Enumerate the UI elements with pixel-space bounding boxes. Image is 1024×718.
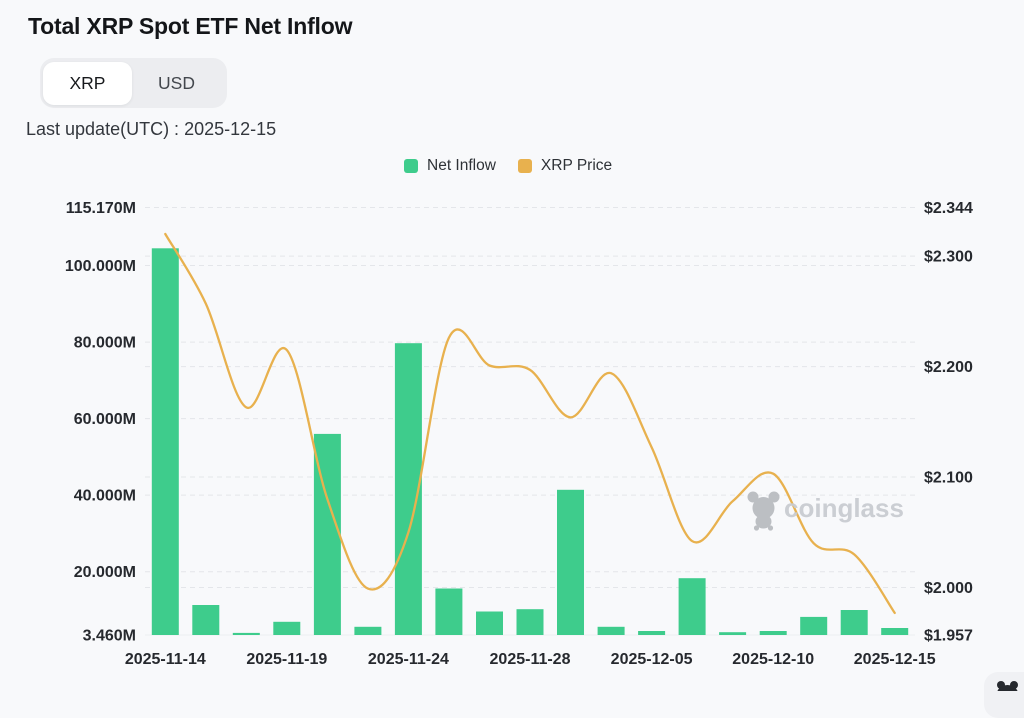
unit-toggle: XRP USD xyxy=(40,58,227,108)
x-axis-tick: 2025-12-05 xyxy=(611,651,693,668)
x-axis-tick: 2025-11-28 xyxy=(490,651,571,668)
coinglass-watermark: coinglass xyxy=(747,491,904,531)
net-inflow-bar[interactable] xyxy=(597,626,625,635)
x-axis-tick: 2025-11-19 xyxy=(246,651,327,668)
bear-peek-icon xyxy=(996,681,1019,705)
right-axis-tick: $1.957 xyxy=(924,628,973,645)
x-axis-tick: 2025-11-14 xyxy=(125,651,206,668)
legend-item-net-inflow[interactable]: Net Inflow xyxy=(404,157,496,175)
net-inflow-swatch-icon xyxy=(404,159,418,173)
last-update-label: Last update(UTC) : 2025-12-15 xyxy=(26,119,277,139)
left-axis-tick: 40.000M xyxy=(74,488,136,505)
gridlines xyxy=(145,207,915,636)
net-inflow-bar[interactable] xyxy=(638,631,666,635)
left-axis-tick: 3.460M xyxy=(83,628,136,645)
net-inflow-bar[interactable] xyxy=(354,626,382,635)
net-inflow-bar[interactable] xyxy=(151,248,179,636)
net-inflow-bar[interactable] xyxy=(232,632,260,635)
xrp-price-path xyxy=(164,232,896,615)
left-axis-tick: 60.000M xyxy=(74,411,136,428)
right-axis-tick: $2.000 xyxy=(924,580,973,597)
chart-legend: Net Inflow XRP Price xyxy=(404,157,612,175)
left-axis-tick: 100.000M xyxy=(65,258,136,275)
toggle-option-xrp[interactable]: XRP xyxy=(43,61,132,105)
right-axis-tick: $2.100 xyxy=(924,470,973,487)
net-inflow-bar[interactable] xyxy=(719,632,747,635)
x-axis-tick: 2025-12-10 xyxy=(732,651,814,668)
inflow-price-chart[interactable]: 115.170M 100.000M 80.000M 60.000M 40.000M 20.… xyxy=(0,0,1024,691)
net-inflow-bar[interactable] xyxy=(273,621,301,635)
coinglass-fab[interactable] xyxy=(984,672,1024,718)
right-axis-labels: $2.344 $2.300 $2.200 $2.100 $2.000 $1.957 xyxy=(924,200,973,645)
xrp-price-swatch-icon xyxy=(517,159,532,173)
net-inflow-bar[interactable] xyxy=(476,611,503,636)
net-inflow-bar[interactable] xyxy=(840,610,868,635)
toggle-option-usd[interactable]: USD xyxy=(132,62,221,105)
x-axis-tick: 2025-12-15 xyxy=(854,651,936,668)
legend-item-xrp-price[interactable]: XRP Price xyxy=(517,157,613,175)
net-inflow-bars xyxy=(151,248,909,636)
chart-title: Total XRP Spot ETF Net Inflow xyxy=(28,13,353,39)
x-axis-tick: 2025-11-24 xyxy=(368,651,449,668)
x-axis-labels: 2025-11-14 2025-11-19 2025-11-24 2025-11-28… xyxy=(125,651,936,668)
right-axis-tick: $2.200 xyxy=(924,359,973,376)
xrp-price-line xyxy=(164,232,896,615)
net-inflow-bar[interactable] xyxy=(557,489,584,635)
watermark-text: coinglass xyxy=(784,493,904,523)
legend-label-net-inflow: Net Inflow xyxy=(427,157,496,174)
net-inflow-bar[interactable] xyxy=(192,605,220,635)
net-inflow-bar[interactable] xyxy=(759,631,787,635)
bear-icon xyxy=(747,491,780,531)
right-axis-tick: $2.300 xyxy=(924,249,973,266)
left-axis-tick: 115.170M xyxy=(66,200,136,217)
left-axis-tick: 20.000M xyxy=(74,564,136,581)
net-inflow-bar[interactable] xyxy=(881,628,909,635)
left-axis-labels: 115.170M 100.000M 80.000M 60.000M 40.000M 20.… xyxy=(65,200,136,645)
net-inflow-bar[interactable] xyxy=(800,616,828,635)
left-axis-tick: 80.000M xyxy=(74,335,136,352)
net-inflow-bar[interactable] xyxy=(678,578,706,635)
right-axis-tick: $2.344 xyxy=(924,200,973,217)
legend-label-xrp-price: XRP Price xyxy=(540,157,613,174)
net-inflow-bar[interactable] xyxy=(516,609,544,635)
net-inflow-bar[interactable] xyxy=(435,588,463,636)
